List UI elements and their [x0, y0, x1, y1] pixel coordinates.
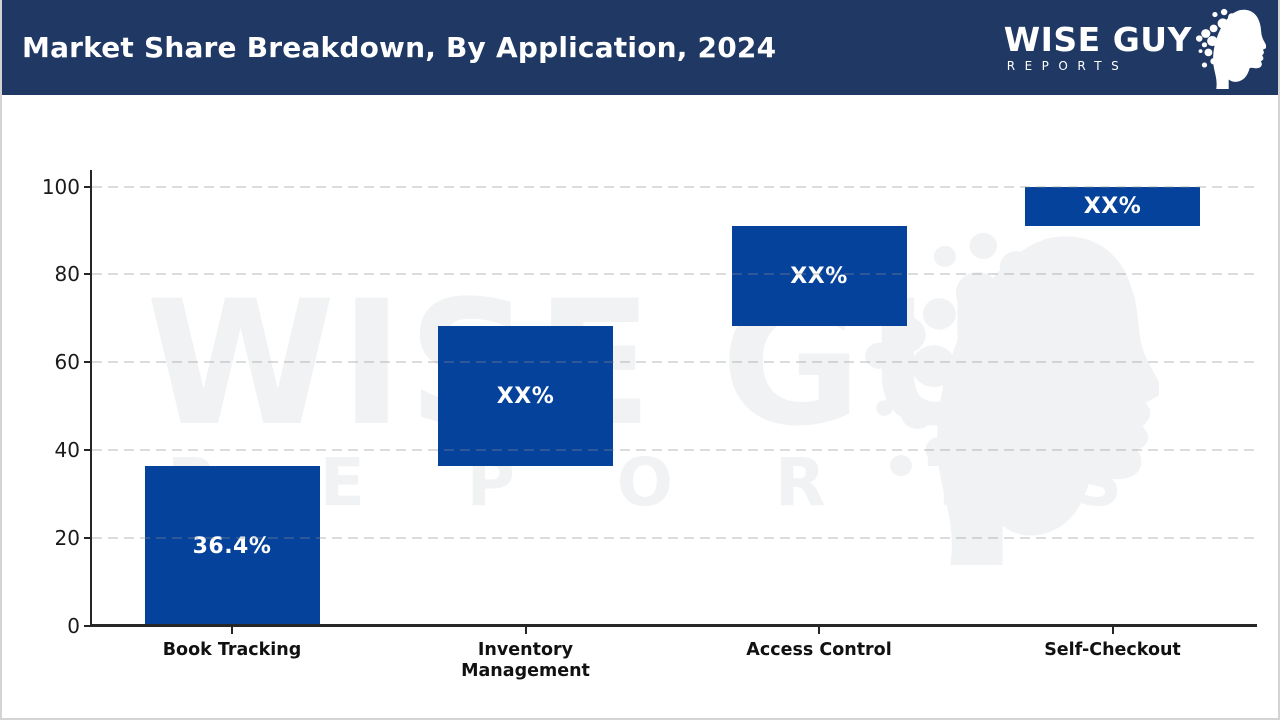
bar-book-tracking: 36.4% [144, 466, 320, 626]
bar-value-label: 36.4% [192, 533, 272, 559]
logo-text: WISE GUY REPORTS [1004, 23, 1192, 73]
y-tick-label: 60 [54, 350, 80, 375]
gridline-100 [92, 185, 1257, 188]
watermark-letter: E [319, 444, 365, 521]
logo-subtitle: REPORTS [1006, 58, 1129, 73]
y-axis-spine [90, 170, 92, 626]
category-label: Inventory Management [461, 640, 590, 682]
watermark-face-icon [865, 232, 1159, 565]
category-label: Book Tracking [162, 640, 302, 660]
bar-value-label: XX% [790, 263, 848, 289]
x-tick-mark [231, 627, 233, 634]
bar-access-control: XX% [731, 226, 907, 327]
y-tick-mark [84, 449, 92, 452]
wiseguy-logo: WISE GUY REPORTS [1004, 7, 1266, 89]
chart-title: Market Share Breakdown, By Application, … [22, 31, 777, 64]
watermark-letter: R [774, 444, 826, 521]
y-tick-mark [84, 273, 92, 276]
gridline-60 [92, 361, 1257, 364]
bar-value-label: XX% [1083, 193, 1142, 219]
logo-wordmark: WISE GUY [1003, 19, 1192, 59]
y-tick-label: 80 [54, 262, 80, 287]
bar-value-label: XX% [496, 383, 555, 409]
x-tick-mark [1111, 627, 1114, 634]
x-tick-mark [524, 627, 527, 634]
y-tick-mark [84, 185, 92, 188]
y-tick-label: 40 [54, 438, 80, 463]
x-tick-mark [818, 627, 820, 634]
header-bar: Market Share Breakdown, By Application, … [2, 0, 1278, 95]
y-tick-mark [84, 361, 92, 364]
category-label: Access Control [746, 640, 892, 660]
y-tick-label: 20 [54, 526, 80, 551]
y-tick-mark [84, 625, 92, 627]
gridline-20 [92, 537, 1257, 540]
bar-self-checkout: XX% [1025, 186, 1200, 227]
gridline-40 [92, 449, 1257, 452]
y-tick-mark [84, 537, 92, 540]
category-label: Self-Checkout [1044, 640, 1181, 660]
bar-inventory-management: XX% [438, 326, 613, 467]
gridline-80 [92, 273, 1257, 276]
y-tick-label: 0 [67, 614, 80, 638]
logo-face-icon [1195, 8, 1266, 89]
watermark-letter: O [616, 444, 673, 521]
x-axis-spine [90, 624, 1257, 627]
y-tick-label: 100 [41, 174, 80, 199]
